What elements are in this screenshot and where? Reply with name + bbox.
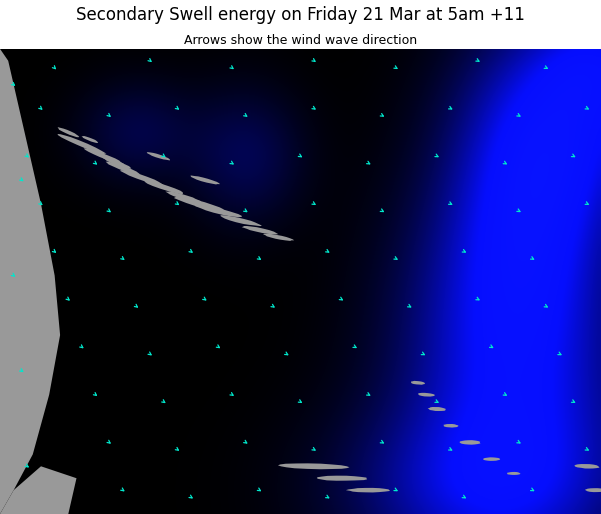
Polygon shape [144,181,183,194]
Polygon shape [317,475,367,481]
Polygon shape [174,196,224,211]
Polygon shape [147,152,170,160]
Polygon shape [0,49,60,514]
Text: Arrows show the wind wave direction: Arrows show the wind wave direction [184,33,417,47]
Polygon shape [428,407,445,411]
Text: Secondary Swell energy on Friday 21 Mar at 5am +11: Secondary Swell energy on Friday 21 Mar … [76,6,525,24]
Polygon shape [263,234,294,241]
Polygon shape [411,381,425,385]
Polygon shape [346,488,390,492]
Polygon shape [106,162,141,175]
Polygon shape [195,205,242,217]
Polygon shape [82,136,98,143]
Polygon shape [221,215,262,226]
Polygon shape [483,457,500,461]
Polygon shape [191,175,220,185]
Polygon shape [165,191,201,203]
Polygon shape [58,127,79,137]
Polygon shape [278,463,349,469]
Polygon shape [507,472,520,475]
Polygon shape [242,226,278,234]
Polygon shape [444,424,459,428]
Polygon shape [120,170,164,186]
Polygon shape [0,466,76,514]
Polygon shape [585,488,601,492]
Polygon shape [418,393,435,397]
Polygon shape [460,440,481,445]
Polygon shape [103,157,132,169]
Polygon shape [58,134,106,155]
Polygon shape [84,149,124,164]
Polygon shape [575,464,600,469]
